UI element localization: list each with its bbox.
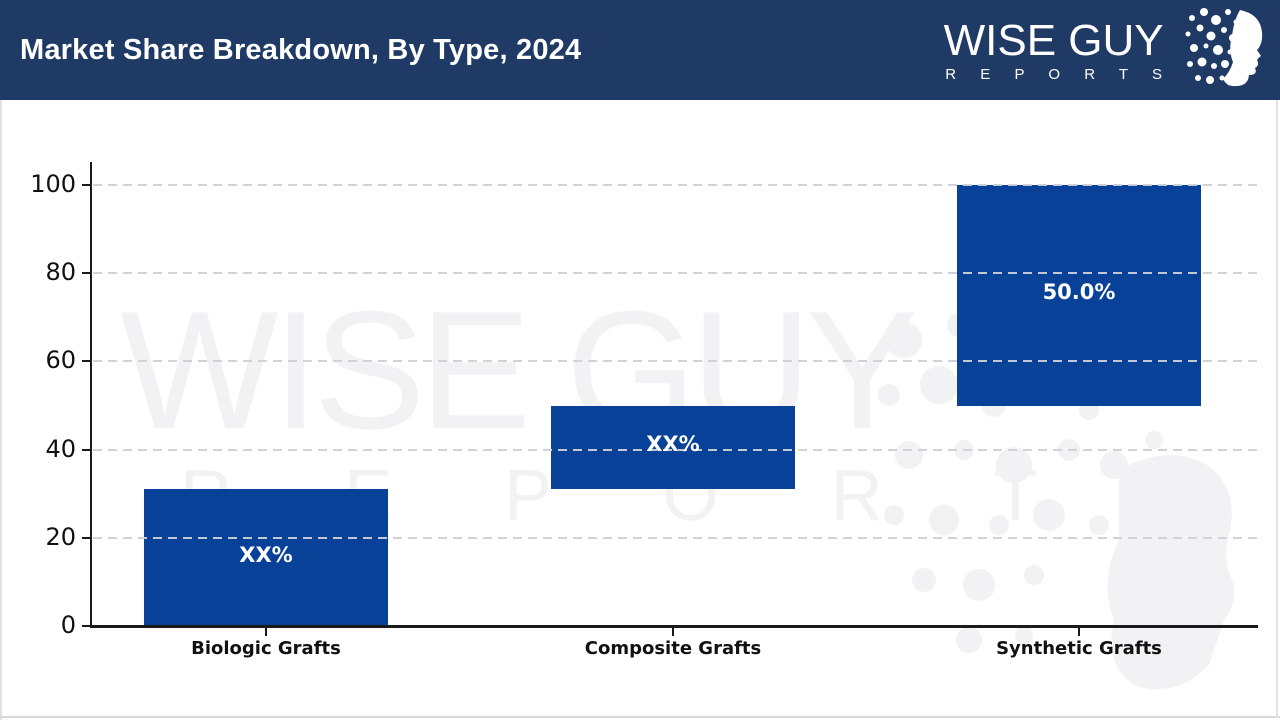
x-axis-tick: [265, 628, 267, 636]
y-tick-label: 40: [45, 434, 76, 463]
right-border: [1276, 100, 1278, 718]
x-axis-line: [90, 625, 1258, 628]
y-tick-label: 20: [45, 522, 76, 551]
y-axis-tick: [82, 272, 91, 275]
x-axis-tick: [672, 628, 674, 636]
bar-value-label: XX%: [646, 432, 700, 457]
y-tick-label: 100: [30, 170, 76, 198]
bar-chart: WISE GUY R E P O R T S: [0, 100, 1280, 720]
y-axis-tick: [82, 184, 91, 186]
y-axis-tick: [82, 625, 91, 627]
header-banner: Market Share Breakdown, By Type, 2024 WI…: [0, 0, 1280, 100]
y-axis-tick: [82, 360, 91, 363]
gridline: [93, 360, 1257, 363]
wise-guy-reports-logo: WISE GUY R E P O R T S: [935, 6, 1280, 94]
y-tick-label: 60: [45, 346, 76, 375]
gridline: [93, 272, 1257, 275]
y-tick-label: 80: [45, 258, 76, 287]
bar-value-label: XX%: [239, 542, 293, 567]
gridline: [93, 536, 1257, 539]
x-category-label: Composite Grafts: [584, 638, 762, 659]
y-tick-label: 0: [60, 611, 76, 639]
page-title: Market Share Breakdown, By Type, 2024: [20, 33, 582, 66]
x-category-label: Biologic Grafts: [191, 638, 341, 659]
gridline: [93, 448, 1257, 451]
bar: [144, 489, 388, 626]
gridline: [93, 184, 1257, 186]
dotted-face-icon: [1185, 8, 1263, 87]
y-axis-tick: [82, 448, 91, 451]
y-axis-tick: [82, 536, 91, 539]
bottom-border: [0, 716, 1280, 718]
bar: [551, 405, 795, 490]
x-category-label: Synthetic Grafts: [996, 638, 1162, 659]
logo-subtitle: R E P O R T S: [945, 65, 1172, 83]
y-axis-line: [90, 162, 92, 626]
bar: [957, 185, 1201, 406]
bar-value-label: 50.0%: [1042, 280, 1116, 305]
logo-wordmark: WISE GUY: [943, 15, 1164, 65]
x-axis-tick: [1078, 628, 1080, 636]
logo-text: WISE GUY R E P O R T S: [935, 15, 1172, 83]
